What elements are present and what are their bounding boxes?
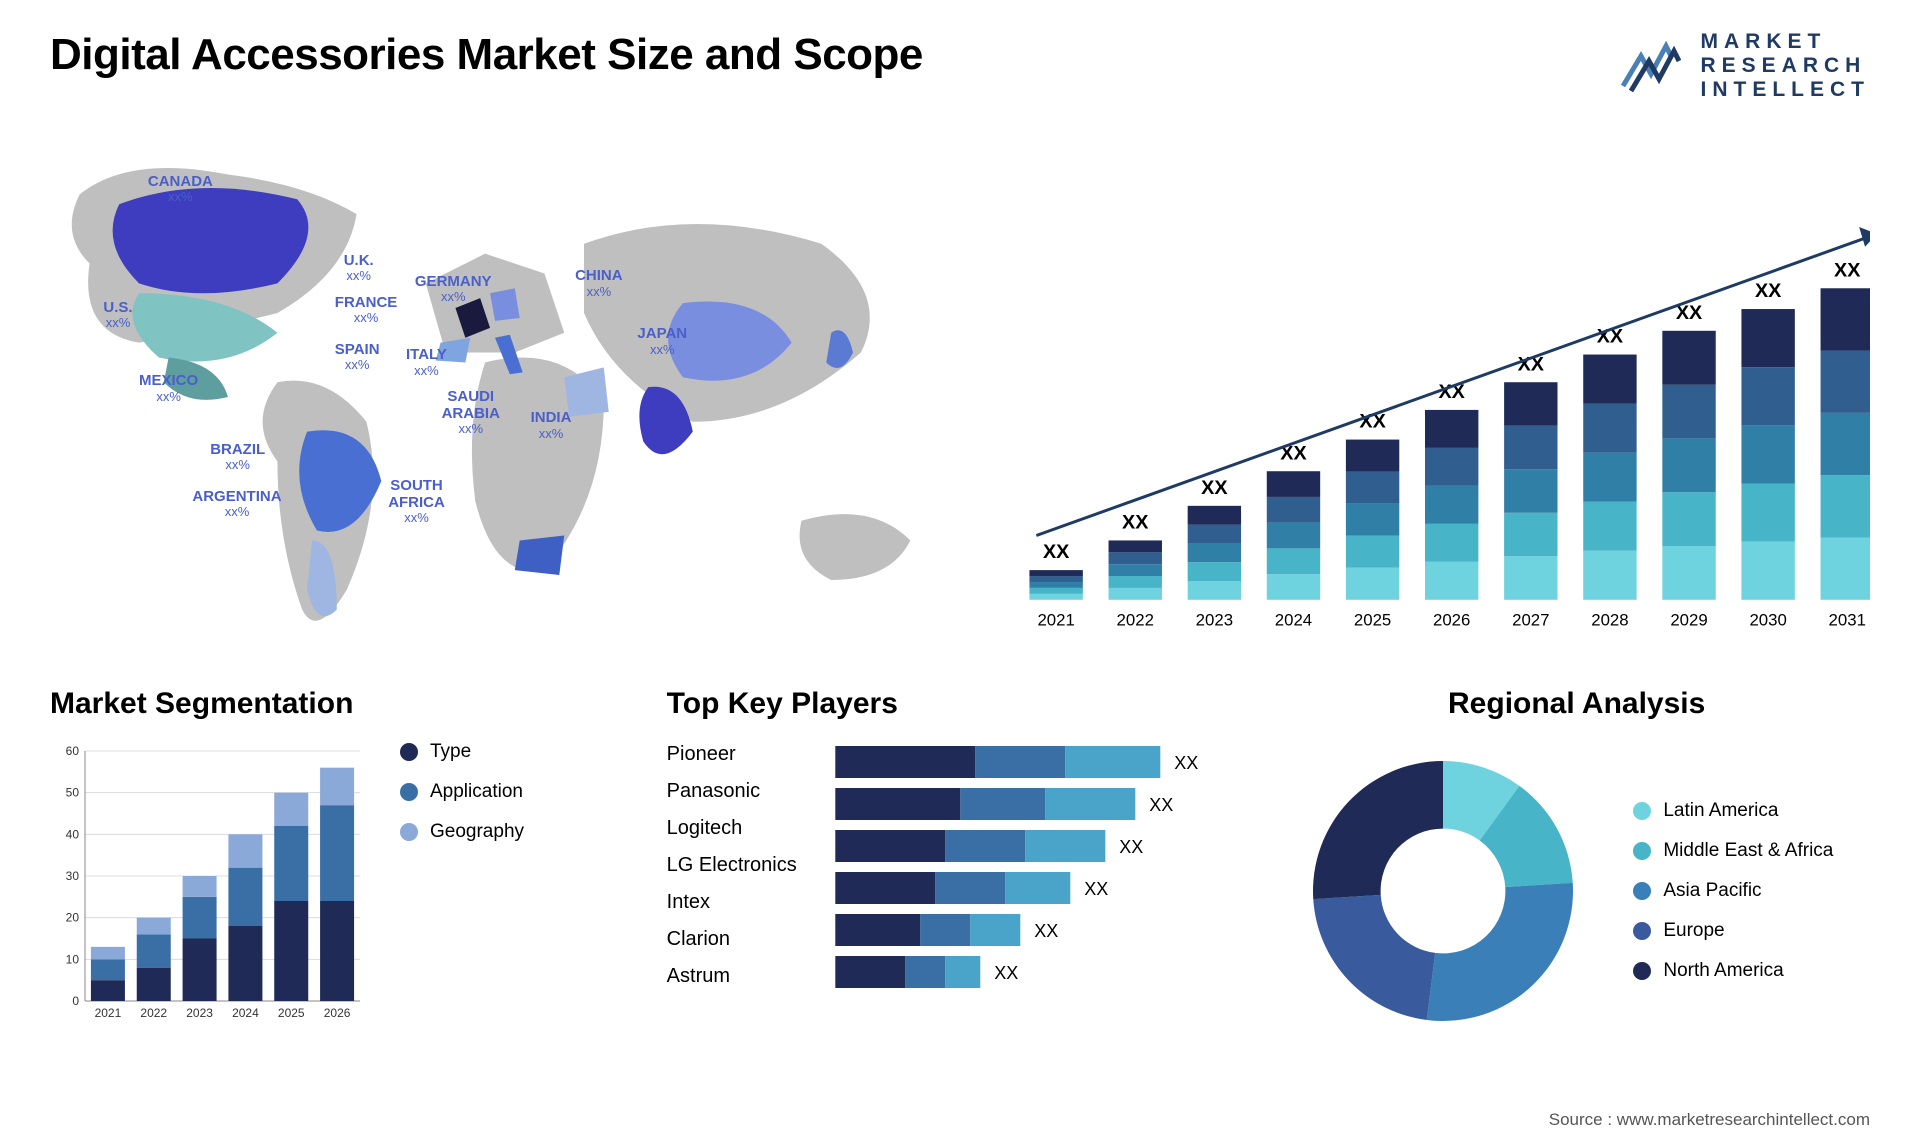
map-label: SAUDIARABIAxx% — [442, 389, 500, 436]
map-label: INDIAxx% — [531, 410, 572, 441]
svg-text:2030: 2030 — [1749, 611, 1786, 630]
svg-text:2026: 2026 — [1433, 611, 1470, 630]
svg-text:2029: 2029 — [1670, 611, 1707, 630]
map-label: U.S.xx% — [103, 300, 132, 331]
svg-text:XX: XX — [994, 963, 1018, 983]
map-label: FRANCExx% — [335, 295, 398, 326]
map-label: CANADAxx% — [148, 174, 213, 205]
header: Digital Accessories Market Size and Scop… — [50, 30, 1870, 102]
svg-text:20: 20 — [66, 911, 80, 925]
svg-text:60: 60 — [66, 744, 80, 758]
svg-text:XX: XX — [1034, 921, 1058, 941]
map-label: ARGENTINAxx% — [192, 489, 281, 520]
legend-item: Type — [400, 741, 524, 763]
svg-text:2024: 2024 — [1275, 611, 1312, 630]
world-map: CANADAxx% U.S.xx% MEXICOxx% BRAZILxx% ARGENT… — [50, 142, 940, 667]
player-name: Pioneer — [667, 743, 797, 766]
map-label: ITALYxx% — [406, 347, 447, 378]
legend-item: Latin America — [1633, 800, 1833, 822]
player-name: Astrum — [667, 965, 797, 988]
svg-text:2023: 2023 — [1196, 611, 1233, 630]
svg-text:2024: 2024 — [232, 1006, 259, 1020]
svg-text:XX: XX — [1149, 795, 1173, 815]
regional-panel: Regional Analysis Latin America Middle Ea… — [1283, 687, 1870, 1041]
svg-text:2026: 2026 — [324, 1006, 351, 1020]
player-name: Intex — [667, 891, 797, 914]
segmentation-title: Market Segmentation — [50, 687, 637, 721]
legend-item: North America — [1633, 960, 1833, 982]
player-name: Logitech — [667, 817, 797, 840]
svg-text:XX: XX — [1834, 260, 1861, 282]
legend-item: Middle East & Africa — [1633, 840, 1833, 862]
svg-text:2025: 2025 — [1354, 611, 1391, 630]
players-panel: Top Key Players Pioneer Panasonic Logitech… — [667, 687, 1254, 1041]
map-label: SPAINxx% — [335, 342, 380, 373]
logo-line1: MARKET — [1701, 30, 1871, 54]
top-row: CANADAxx% U.S.xx% MEXICOxx% BRAZILxx% ARGENT… — [50, 142, 1870, 667]
player-name: LG Electronics — [667, 854, 797, 877]
segmentation-chart: 0 10 20 30 40 50 60 2021 2022 2023 2024 2025 2026 — [50, 741, 370, 1041]
svg-text:XX: XX — [1755, 281, 1782, 303]
map-label: MEXICOxx% — [139, 373, 198, 404]
source-attribution: Source : www.marketresearchintellect.com — [1549, 1110, 1870, 1130]
logo-line2: RESEARCH — [1701, 54, 1871, 78]
legend-item: Application — [400, 781, 524, 803]
map-label: BRAZILxx% — [210, 442, 265, 473]
svg-text:2028: 2028 — [1591, 611, 1628, 630]
regional-donut — [1283, 741, 1603, 1041]
regional-legend: Latin America Middle East & Africa Asia Pa… — [1633, 800, 1833, 982]
svg-text:XX: XX — [1084, 879, 1108, 899]
svg-text:XX: XX — [1043, 542, 1070, 564]
legend-item: Geography — [400, 821, 524, 843]
logo-line3: INTELLECT — [1701, 78, 1871, 102]
player-name: Panasonic — [667, 780, 797, 803]
map-label: SOUTHAFRICAxx% — [388, 478, 445, 525]
growth-chart: 2021XX2022XX2023XX2024XX2025XX2026XX2027… — [980, 142, 1870, 667]
map-label: GERMANYxx% — [415, 274, 492, 305]
legend-item: Europe — [1633, 920, 1833, 942]
svg-text:30: 30 — [66, 869, 80, 883]
map-label: CHINAxx% — [575, 268, 623, 299]
svg-text:XX: XX — [1119, 837, 1143, 857]
svg-text:2021: 2021 — [1037, 611, 1074, 630]
logo-icon — [1621, 36, 1691, 96]
svg-text:40: 40 — [66, 828, 80, 842]
svg-text:2022: 2022 — [140, 1006, 167, 1020]
player-name: Clarion — [667, 928, 797, 951]
regional-title: Regional Analysis — [1283, 687, 1870, 721]
legend-item: Asia Pacific — [1633, 880, 1833, 902]
bottom-row: Market Segmentation 0 10 20 30 40 50 60 2021 20… — [50, 687, 1870, 1041]
svg-text:2031: 2031 — [1829, 611, 1866, 630]
players-list: Pioneer Panasonic Logitech LG Electronics In… — [667, 741, 797, 988]
players-title: Top Key Players — [667, 687, 1254, 721]
segmentation-panel: Market Segmentation 0 10 20 30 40 50 60 2021 20… — [50, 687, 637, 1041]
map-label: U.K.xx% — [344, 253, 374, 284]
svg-text:2021: 2021 — [95, 1006, 122, 1020]
svg-text:0: 0 — [72, 994, 79, 1008]
svg-text:2027: 2027 — [1512, 611, 1549, 630]
svg-text:2022: 2022 — [1117, 611, 1154, 630]
brand-logo: MARKET RESEARCH INTELLECT — [1621, 30, 1871, 102]
svg-text:50: 50 — [66, 786, 80, 800]
logo-text: MARKET RESEARCH INTELLECT — [1701, 30, 1871, 102]
page-title: Digital Accessories Market Size and Scop… — [50, 30, 923, 80]
svg-text:XX: XX — [1174, 753, 1198, 773]
segmentation-legend: Type Application Geography — [400, 741, 524, 843]
svg-text:XX: XX — [1201, 477, 1228, 499]
svg-text:XX: XX — [1122, 512, 1149, 534]
svg-text:2023: 2023 — [186, 1006, 213, 1020]
growth-chart-svg: 2021XX2022XX2023XX2024XX2025XX2026XX2027… — [980, 142, 1870, 662]
map-label: JAPANxx% — [637, 326, 687, 357]
svg-text:10: 10 — [66, 953, 80, 967]
players-chart: XX XX XX XX XX XX — [817, 741, 1254, 1041]
svg-text:2025: 2025 — [278, 1006, 305, 1020]
